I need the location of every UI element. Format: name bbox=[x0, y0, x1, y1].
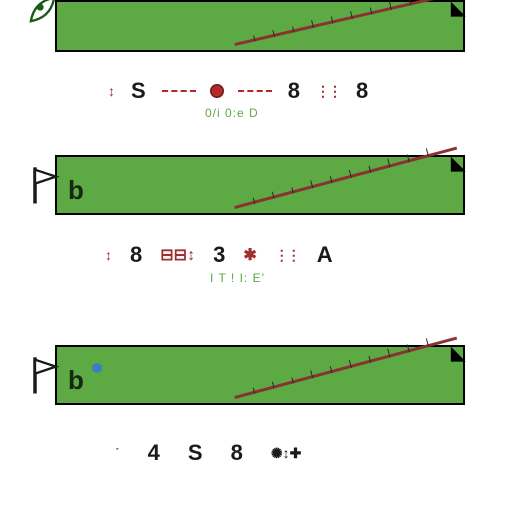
label-row-1: ↕ S 8 ⋮⋮ 8 bbox=[108, 78, 368, 104]
star-2: ✱ bbox=[243, 245, 256, 265]
label-1-d2: 8 bbox=[288, 78, 300, 104]
diagonal-track-3 bbox=[235, 341, 455, 399]
section-2: ◣ b ↕ 8 ⊟⊟↕ 3 ✱ ⋮⋮ A I T ! I: E' bbox=[0, 155, 512, 215]
section-1: ◣ ↕ S 8 ⋮⋮ 8 0/i 0:e D bbox=[0, 0, 512, 52]
mid-sym-2: ⊟⊟↕ bbox=[160, 245, 195, 265]
flag-icon-2 bbox=[28, 165, 63, 205]
arrow-mark-1: ↕ bbox=[108, 83, 115, 99]
left-letter-3: b bbox=[68, 365, 84, 396]
diagonal-track-2 bbox=[235, 151, 455, 209]
mark-3a: ˙ bbox=[115, 445, 120, 461]
sublabel-2: I T ! I: E' bbox=[210, 271, 265, 285]
diagonal-track-1 bbox=[235, 0, 455, 46]
dash-seg-1b bbox=[238, 90, 272, 92]
label-2-d3: 3 bbox=[213, 242, 225, 268]
corner-icon-1: ◣ bbox=[451, 0, 465, 19]
corner-icon-3: ◣ bbox=[451, 343, 465, 364]
right-sym-1: ⋮⋮ bbox=[316, 83, 340, 100]
corner-icon-2: ◣ bbox=[451, 153, 465, 174]
left-letter-2: b bbox=[68, 175, 84, 206]
flag-icon-3 bbox=[28, 355, 63, 395]
section-3: ◣ b ˙ 4 S 8 ✺↕✚ bbox=[0, 345, 512, 405]
blue-dot-3 bbox=[92, 363, 102, 373]
label-1-d3: 8 bbox=[356, 78, 368, 104]
diagonal-line-2 bbox=[234, 147, 457, 209]
sublabel-1: 0/i 0:e D bbox=[205, 106, 259, 120]
green-bar-1: ◣ bbox=[55, 0, 465, 52]
symbol-3: ✺↕✚ bbox=[271, 445, 301, 462]
label-2-d6: A bbox=[317, 242, 333, 268]
green-bar-3: ◣ bbox=[55, 345, 465, 405]
diagonal-line-1 bbox=[234, 0, 459, 46]
label-3-d1: 4 bbox=[148, 440, 160, 466]
dots-2: ⋮⋮ bbox=[275, 247, 299, 264]
arrow-mark-2: ↕ bbox=[105, 247, 112, 263]
label-row-3: ˙ 4 S 8 ✺↕✚ bbox=[115, 440, 301, 466]
diagonal-line-3 bbox=[234, 337, 457, 399]
green-bar-2: ◣ bbox=[55, 155, 465, 215]
label-1-d1: S bbox=[131, 78, 146, 104]
dash-seg-1a bbox=[162, 90, 196, 92]
label-3-d2: S bbox=[188, 440, 203, 466]
leaf-icon-1 bbox=[25, 0, 60, 27]
center-dot-1 bbox=[212, 86, 222, 96]
label-3-d3: 8 bbox=[231, 440, 243, 466]
label-2-d2: 8 bbox=[130, 242, 142, 268]
label-row-2: ↕ 8 ⊟⊟↕ 3 ✱ ⋮⋮ A bbox=[105, 242, 333, 268]
